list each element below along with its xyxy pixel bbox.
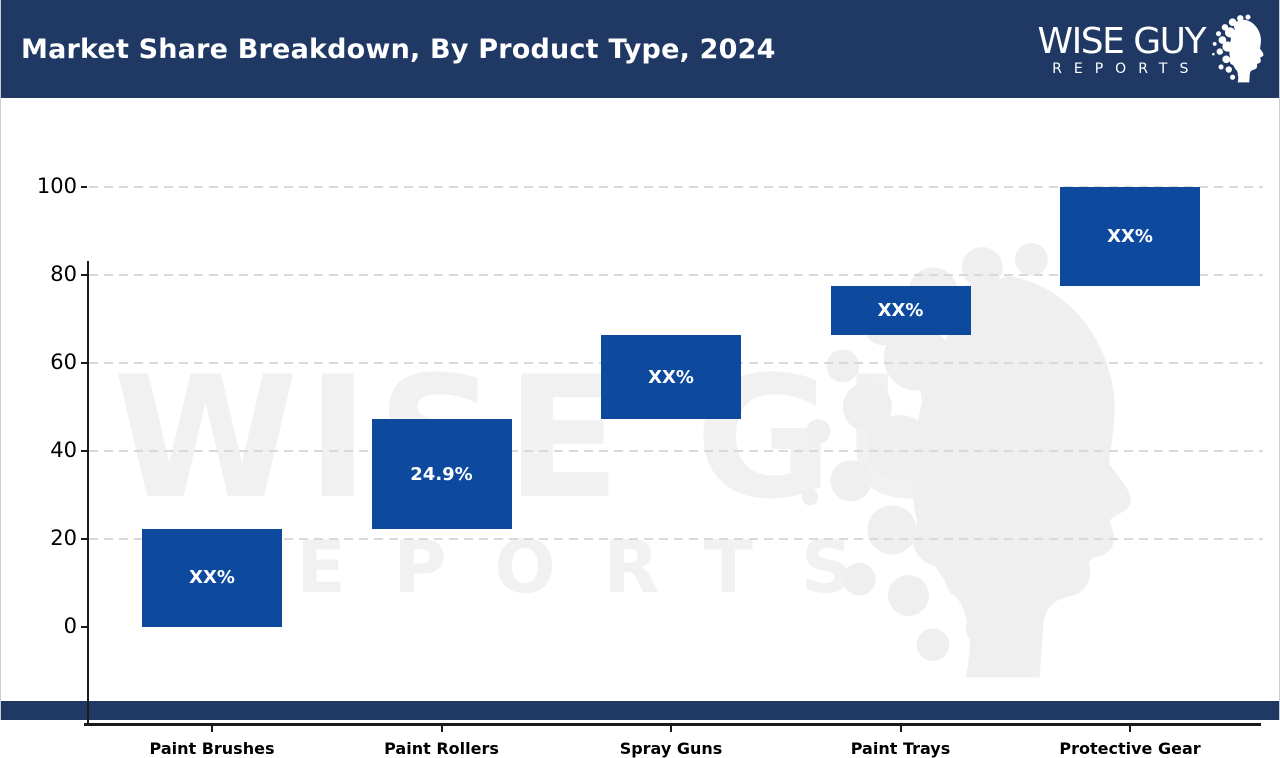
y-tick-label-80: 80 <box>50 262 77 286</box>
logo-subtitle-text: REPORTS <box>1052 61 1201 77</box>
y-tick-label-100: 100 <box>36 174 77 198</box>
x-tick-paint-brushes <box>211 726 213 732</box>
x-label-protective-gear: Protective Gear <box>1059 739 1201 758</box>
y-tick-label-40: 40 <box>50 438 77 462</box>
x-label-paint-rollers: Paint Rollers <box>384 739 499 758</box>
brand-logo: WISE GUY REPORTS <box>1038 6 1272 94</box>
bar-paint-brushes: XX% <box>142 528 282 627</box>
logo-wordmark-text: WISE GUY <box>1037 21 1207 62</box>
x-tick-paint-rollers <box>440 726 443 732</box>
bar-value-label: 24.9% <box>410 463 473 485</box>
gridline-80 <box>89 274 1263 276</box>
x-tick-spray-guns <box>670 726 672 732</box>
page-title: Market Share Breakdown, By Product Type,… <box>21 34 776 65</box>
y-tick-label-60: 60 <box>50 350 77 374</box>
y-tick-100 <box>81 186 87 188</box>
y-tick-40 <box>81 450 87 452</box>
bar-value-label: XX% <box>189 567 235 589</box>
y-tick-label-0: 0 <box>63 614 77 638</box>
x-axis-line <box>84 723 1261 726</box>
chart-area: WISE GUY REPORTS 0 20 40 60 80 100 XX% Paint Br… <box>1 98 1279 758</box>
brand-face-icon <box>1212 14 1264 83</box>
brand-wordmark: WISE GUY REPORTS <box>1037 21 1207 78</box>
x-tick-protective-gear <box>1129 726 1131 732</box>
x-label-spray-guns: Spray Guns <box>619 739 723 758</box>
y-tick-0 <box>81 626 87 628</box>
bar-value-label: XX% <box>648 366 694 388</box>
y-tick-80 <box>81 274 87 276</box>
y-tick-60 <box>81 362 87 364</box>
bar-paint-rollers: 24.9% <box>371 419 512 529</box>
x-tick-paint-trays <box>899 726 902 732</box>
bar-value-label: XX% <box>877 299 924 321</box>
y-axis-line <box>87 261 89 725</box>
bar-value-label: XX% <box>1107 226 1153 247</box>
footer-bar <box>1 701 1279 720</box>
x-label-paint-trays: Paint Trays <box>850 739 951 758</box>
header: Market Share Breakdown, By Product Type,… <box>1 0 1279 98</box>
gridline-40 <box>89 450 1263 452</box>
bar-spray-guns: XX% <box>601 334 741 420</box>
y-tick-20 <box>81 538 87 540</box>
y-tick-label-20: 20 <box>50 526 77 550</box>
bar-paint-trays: XX% <box>830 286 971 335</box>
bar-protective-gear: XX% <box>1060 187 1200 286</box>
x-label-paint-brushes: Paint Brushes <box>149 739 275 758</box>
gridline-20 <box>89 538 1263 540</box>
gridline-100 <box>89 186 1263 188</box>
